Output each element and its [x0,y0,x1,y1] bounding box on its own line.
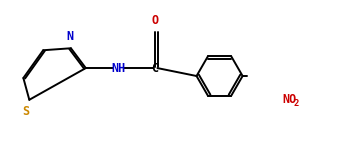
Text: 2: 2 [293,99,298,108]
Text: N: N [66,30,73,43]
Text: NH: NH [111,62,126,75]
Text: C: C [151,62,159,75]
Text: NO: NO [282,93,296,106]
Text: O: O [151,14,159,27]
Text: S: S [22,105,29,118]
